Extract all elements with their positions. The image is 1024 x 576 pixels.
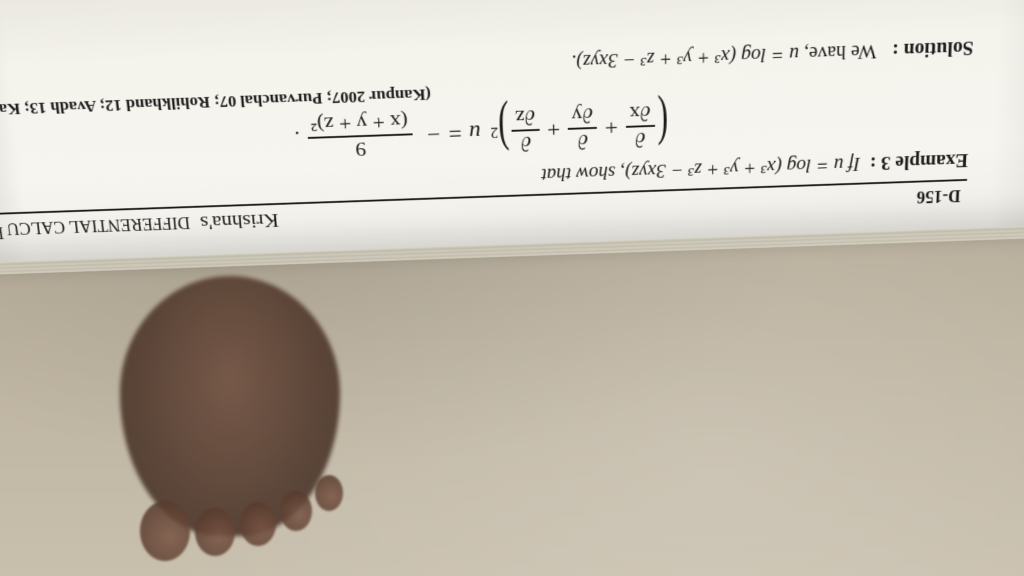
partial-dx: ∂ ∂x — [625, 102, 654, 150]
subject-heading: DIFFERENTIAL CALCU — [6, 213, 191, 238]
solution-text: We have, u = log (x³ + y³ + z³ − 3xyz). — [571, 39, 877, 72]
toe — [315, 475, 343, 511]
num: ∂ — [573, 131, 592, 152]
u-equals: u = − — [425, 119, 481, 146]
toe — [140, 501, 190, 561]
left-paren: ( — [657, 99, 668, 152]
num: ∂ — [631, 129, 649, 150]
side-tab: PARTIA — [0, 223, 5, 244]
trailing-period: . — [294, 126, 301, 151]
den: ∂z — [511, 107, 539, 129]
book-page: D-156 Krishna's DIFFERENTIAL CALCU PARTI… — [0, 0, 1024, 265]
page-code: D-156 — [916, 186, 961, 207]
partial-dz: ∂ ∂z — [511, 107, 540, 154]
book: D-156 Krishna's DIFFERENTIAL CALCU PARTI… — [0, 0, 1024, 281]
den: ∂x — [625, 102, 654, 124]
toe — [240, 502, 276, 546]
plus: + — [547, 116, 561, 142]
toe — [195, 508, 235, 556]
solution-before: We have, — [799, 40, 877, 64]
example-label: Example 3 : — [869, 148, 968, 173]
premise-after: , show that — [541, 161, 625, 184]
rhs-den: (x + y + z)² — [306, 111, 412, 135]
num: ∂ — [516, 133, 535, 154]
example-statement: If u = log (x³ + y³ + z³ − 3xyz), show t… — [541, 152, 860, 184]
operator-sum: ∂ ∂x + ∂ ∂y + ∂ — [507, 102, 659, 154]
page-content: D-156 Krishna's DIFFERENTIAL CALCU PARTI… — [0, 0, 978, 242]
plus: + — [605, 114, 619, 140]
premise-before: If — [843, 153, 860, 174]
running-title: Krishna's — [199, 209, 279, 234]
solution-equation: u = log (x³ + y³ + z³ − 3xyz). — [571, 43, 799, 72]
premise-eq: u = log (x³ + y³ + z³ − 3xyz) — [625, 154, 844, 182]
rhs-num: 9 — [351, 138, 371, 159]
rhs-fraction: 9 (x + y + z)² — [302, 111, 417, 161]
right-paren: ) — [498, 105, 511, 158]
solution-label: Solution : — [892, 36, 974, 61]
den: ∂y — [568, 105, 597, 127]
toe — [280, 491, 312, 531]
partial-dy: ∂ ∂y — [568, 105, 598, 153]
